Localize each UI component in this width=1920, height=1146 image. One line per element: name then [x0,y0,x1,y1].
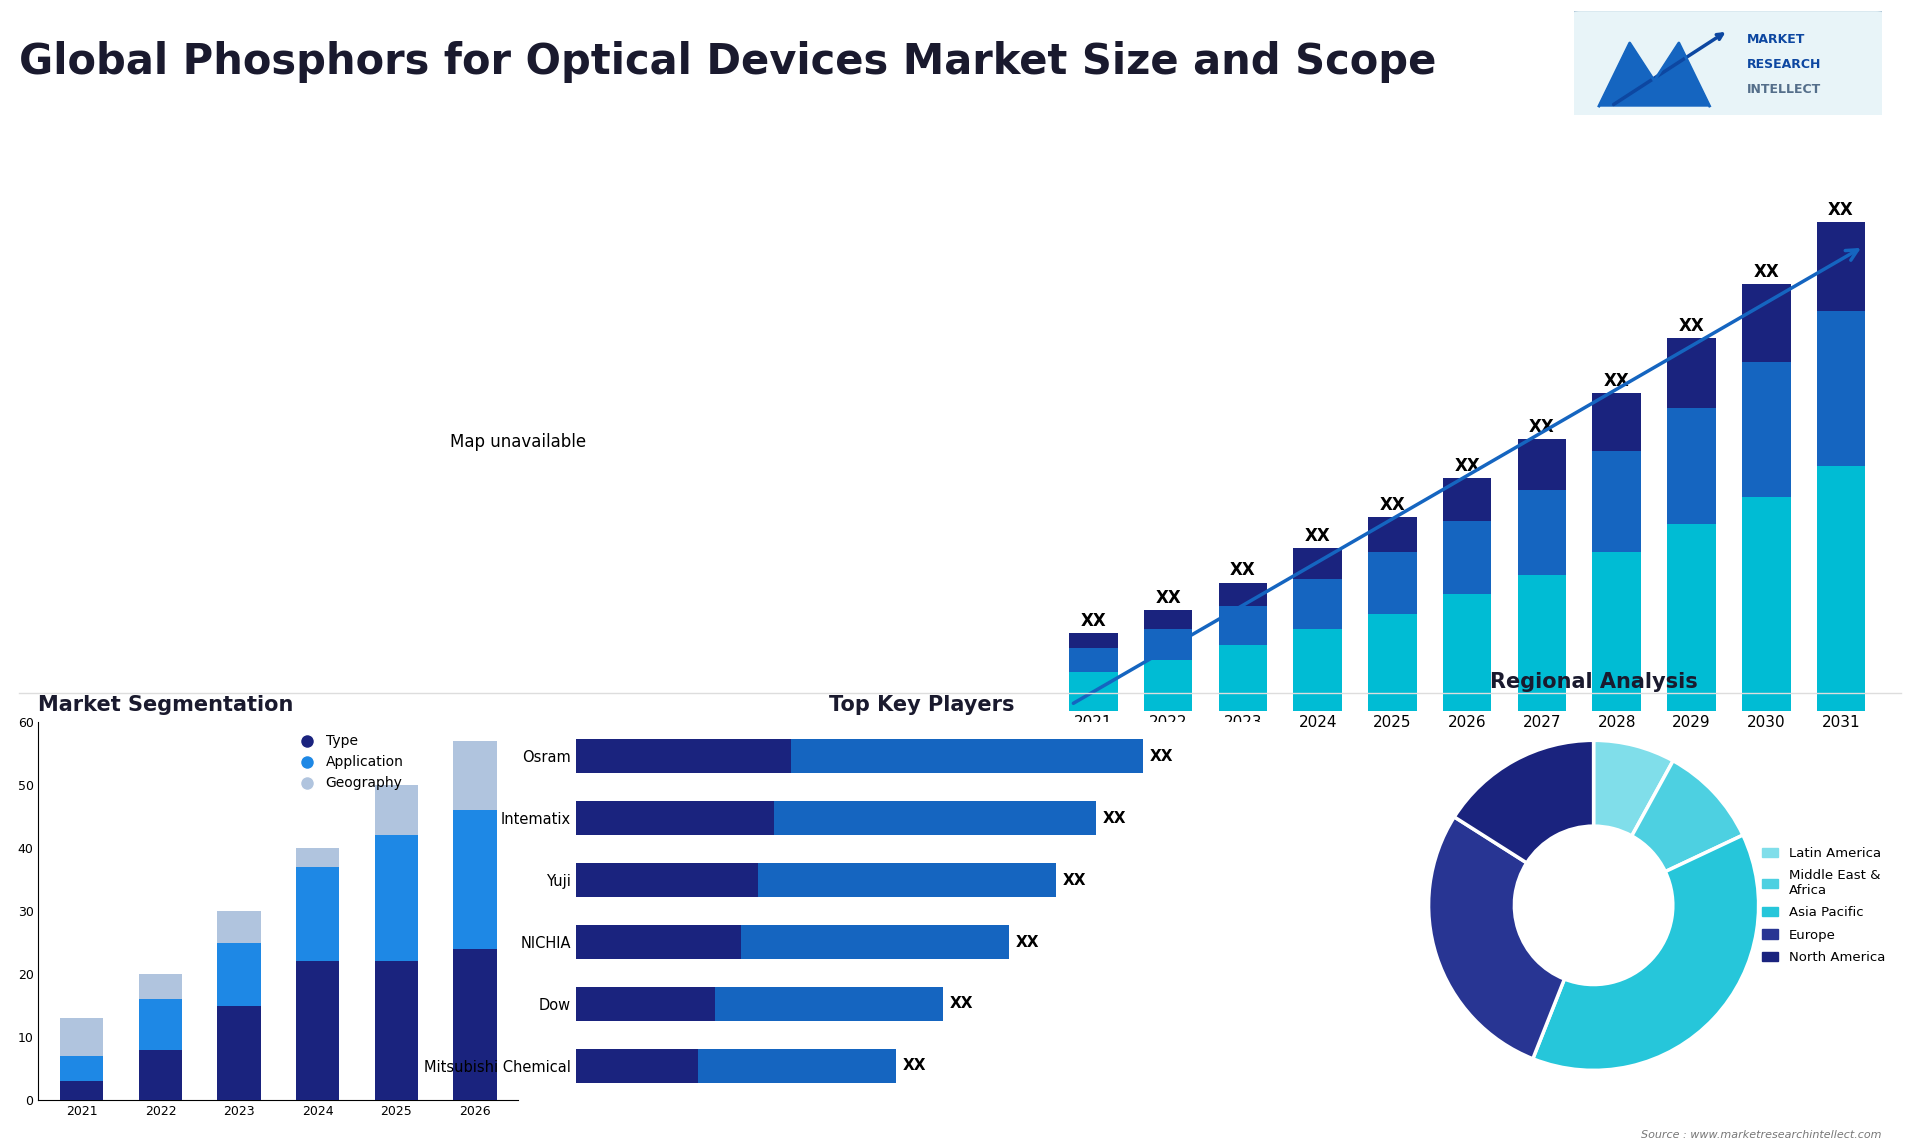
Bar [1144,610,1192,629]
Text: XX: XX [1453,457,1480,474]
Text: XX: XX [1016,934,1039,950]
Bar [1667,525,1716,711]
Bar [1294,548,1342,579]
Bar [374,961,419,1100]
Text: Global Phosphors for Optical Devices Market Size and Scope: Global Phosphors for Optical Devices Mar… [19,41,1436,83]
Bar [1144,629,1192,660]
Bar [1592,393,1642,450]
Bar [374,785,419,835]
Text: XX: XX [1828,201,1855,219]
Bar [576,801,774,835]
Text: Map unavailable: Map unavailable [451,433,586,452]
Text: XX: XX [1102,810,1125,825]
Wedge shape [1532,835,1759,1070]
Text: XX: XX [1231,562,1256,580]
Text: XX: XX [1603,371,1630,390]
Bar [60,1082,104,1100]
Bar [1741,362,1791,497]
Bar [453,949,497,1100]
Bar [1816,312,1866,466]
Text: INTELLECT: INTELLECT [1747,84,1820,96]
Bar [453,810,497,949]
Bar [1219,644,1267,711]
Text: XX: XX [1678,317,1705,336]
Bar [1144,660,1192,711]
Bar [1219,606,1267,644]
Bar [1667,338,1716,408]
Text: XX: XX [1753,262,1780,281]
Bar [716,987,943,1021]
Bar [1444,595,1492,711]
Polygon shape [1599,42,1709,107]
Text: Market Segmentation: Market Segmentation [38,694,294,715]
Bar [741,925,1010,959]
Bar [1069,649,1117,672]
Bar [1444,478,1492,520]
Bar [1517,575,1567,711]
Text: MARKET: MARKET [1747,33,1805,46]
Bar [1741,284,1791,362]
Text: XX: XX [1081,612,1106,630]
Wedge shape [1632,761,1743,872]
Bar [138,1050,182,1100]
Bar [576,1049,697,1083]
Bar [60,1057,104,1082]
Title: Top Key Players: Top Key Players [829,694,1014,715]
FancyBboxPatch shape [1571,10,1885,139]
Bar [217,911,261,942]
Bar [60,1018,104,1057]
Bar [453,741,497,810]
Legend: Type, Application, Geography: Type, Application, Geography [296,729,409,796]
Bar [1816,222,1866,312]
Bar [374,835,419,961]
Text: XX: XX [1528,418,1555,435]
Bar [296,868,340,961]
Text: XX: XX [948,997,973,1012]
Bar [1069,672,1117,711]
Bar [138,999,182,1050]
Bar [576,925,741,959]
Bar [774,801,1096,835]
Bar [1069,633,1117,649]
Text: XX: XX [1306,527,1331,544]
Wedge shape [1594,740,1672,835]
Bar [1517,439,1567,489]
Bar [576,863,758,897]
Wedge shape [1453,740,1594,863]
Text: RESEARCH: RESEARCH [1747,58,1820,71]
Text: XX: XX [1380,495,1405,513]
Title: Regional Analysis: Regional Analysis [1490,672,1697,692]
Bar [1369,517,1417,551]
Bar [1294,579,1342,629]
Bar [1369,613,1417,711]
Bar [1667,408,1716,525]
Bar [1816,466,1866,711]
Bar [1592,551,1642,711]
Bar [1741,497,1791,711]
Text: XX: XX [1062,872,1087,888]
Bar [296,848,340,868]
Bar [1517,489,1567,575]
Wedge shape [1428,817,1565,1059]
Legend: Latin America, Middle East &
Africa, Asia Pacific, Europe, North America: Latin America, Middle East & Africa, Asi… [1757,841,1891,970]
Bar [576,987,716,1021]
Bar [138,974,182,999]
Bar [1219,582,1267,606]
Text: Source : www.marketresearchintellect.com: Source : www.marketresearchintellect.com [1642,1130,1882,1140]
Bar [1592,450,1642,551]
Text: XX: XX [1150,748,1173,763]
Bar [576,739,791,774]
Text: XX: XX [1156,589,1181,606]
Bar [217,1006,261,1100]
Bar [217,942,261,1006]
Bar [296,961,340,1100]
Bar [1369,551,1417,613]
Bar [791,739,1142,774]
Bar [1294,629,1342,711]
Text: XX: XX [902,1059,925,1074]
Bar [1444,520,1492,595]
Bar [697,1049,897,1083]
Bar [758,863,1056,897]
